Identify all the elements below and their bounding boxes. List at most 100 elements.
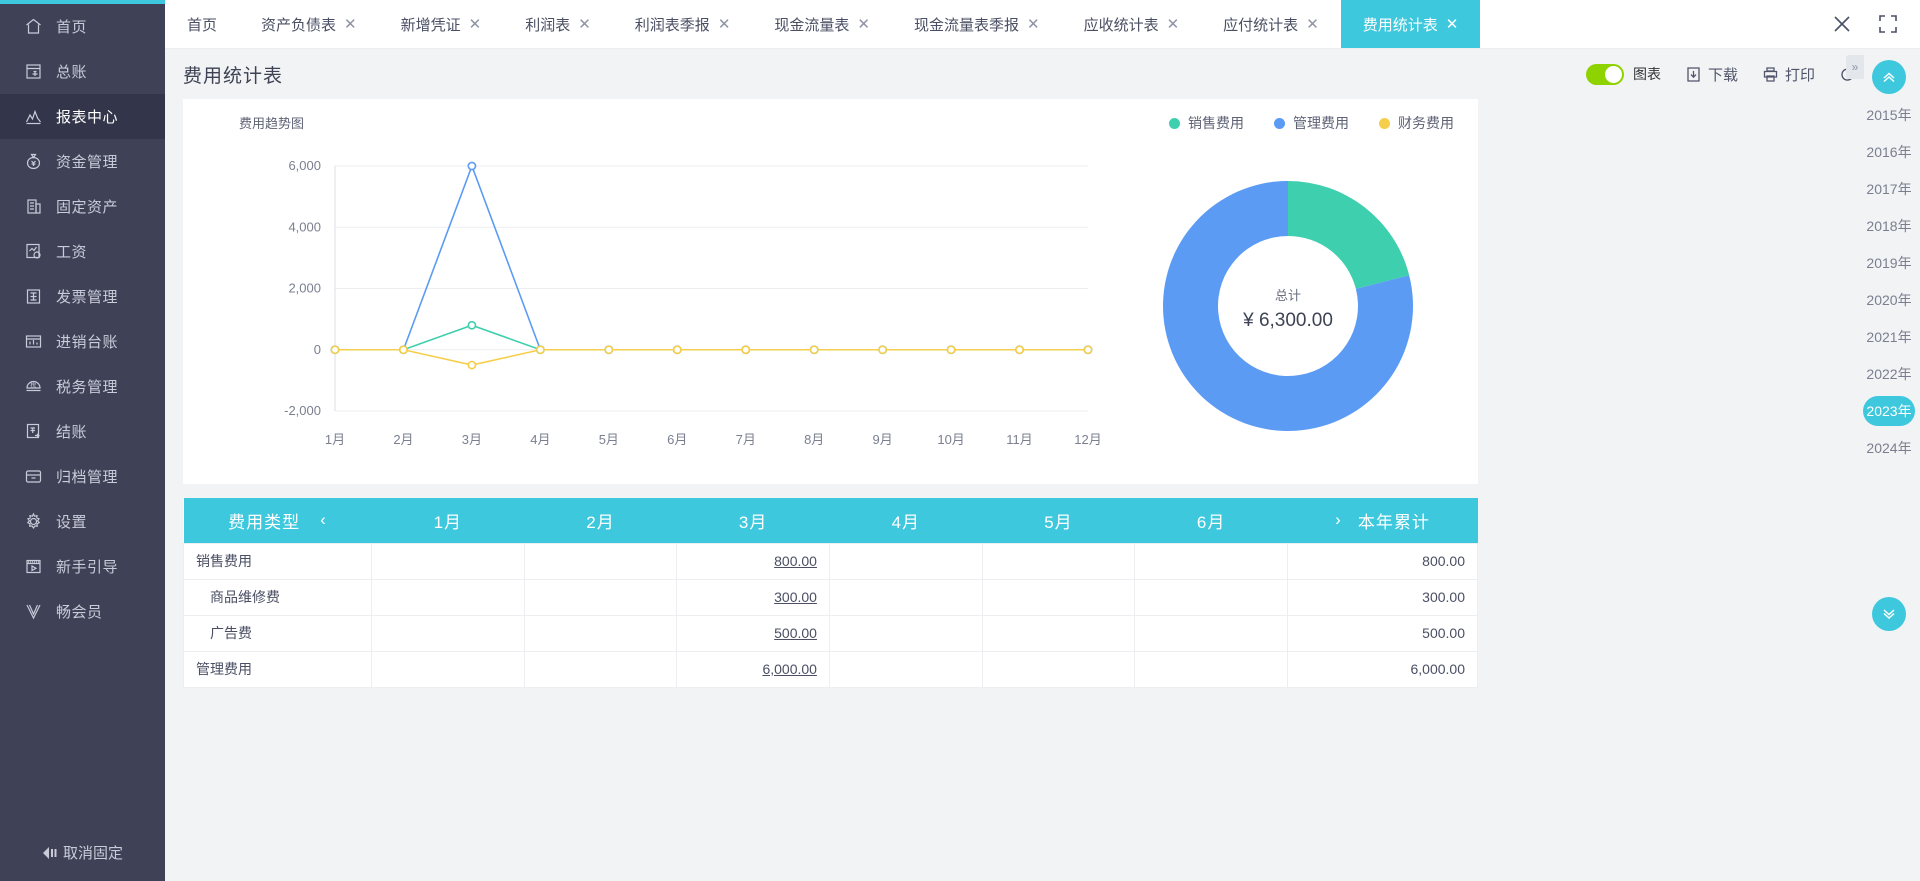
sidebar-item-2[interactable]: 报表中心 xyxy=(0,94,165,139)
year-item-2024年[interactable]: 2024年 xyxy=(1866,440,1912,456)
tab-8[interactable]: 应付统计表 ✕ xyxy=(1201,0,1341,48)
tab-6[interactable]: 现金流量表季报 ✕ xyxy=(892,0,1062,48)
year-item-2019年[interactable]: 2019年 xyxy=(1866,255,1912,271)
donut-slice-0[interactable] xyxy=(1288,181,1410,289)
sidebar-item-7[interactable]: 进销台账 xyxy=(0,319,165,364)
year-panel-collapse-button[interactable]: » xyxy=(1846,55,1864,79)
data-point[interactable] xyxy=(672,345,682,355)
cell-link[interactable]: 500.00 xyxy=(774,625,817,641)
legend-item-2[interactable]: 财务费用 xyxy=(1379,113,1454,133)
tab-0[interactable]: 首页 xyxy=(165,0,239,48)
data-point[interactable] xyxy=(467,360,477,370)
sidebar-item-label: 畅会员 xyxy=(56,604,103,621)
data-point[interactable] xyxy=(1083,345,1093,355)
cell-link[interactable]: 300.00 xyxy=(774,589,817,605)
cell-link[interactable]: 800.00 xyxy=(774,553,817,569)
data-point[interactable] xyxy=(604,345,614,355)
tab-close-icon[interactable]: ✕ xyxy=(1027,15,1040,33)
download-button[interactable]: 下载 xyxy=(1685,64,1738,85)
data-point[interactable] xyxy=(467,161,477,171)
data-point[interactable] xyxy=(399,345,408,355)
sidebar-item-11[interactable]: 设置 xyxy=(0,499,165,544)
data-point[interactable] xyxy=(535,345,545,355)
invoice-icon xyxy=(24,287,43,306)
x-tick-label: 4月 xyxy=(530,432,550,447)
year-scroll-up-button[interactable] xyxy=(1872,60,1906,94)
tab-close-icon[interactable]: ✕ xyxy=(1166,15,1180,33)
tab-close-icon[interactable]: ✕ xyxy=(717,15,731,33)
tab-7[interactable]: 应收统计表 ✕ xyxy=(1062,0,1202,48)
tab-5[interactable]: 现金流量表 ✕ xyxy=(752,0,892,48)
legend-color-dot xyxy=(1169,117,1180,129)
sidebar-item-6[interactable]: 发票管理 xyxy=(0,274,165,319)
year-item-2016年[interactable]: 2016年 xyxy=(1866,144,1912,160)
sidebar-item-4[interactable]: 固定资产 xyxy=(0,184,165,229)
year-item-2022年[interactable]: 2022年 xyxy=(1866,366,1912,382)
donut-slice-1[interactable] xyxy=(1163,181,1413,431)
legend-item-1[interactable]: 管理费用 xyxy=(1274,113,1349,133)
tab-2[interactable]: 新增凭证 ✕ xyxy=(379,0,504,48)
tab-1[interactable]: 资产负债表 ✕ xyxy=(239,0,379,48)
sidebar-collapse-button[interactable]: 取消固定 xyxy=(0,842,165,863)
main-area: 首页 资产负债表 ✕ 新增凭证 ✕ 利润表 ✕ 利润表季报 ✕ 现金流量表 ✕ 现金流量表季报 ✕ 应收统… xyxy=(165,0,1920,881)
fullscreen-icon[interactable] xyxy=(1878,14,1898,34)
sidebar-item-label: 资金管理 xyxy=(56,154,119,171)
tab-close-icon[interactable]: ✕ xyxy=(344,15,357,33)
sidebar-item-12[interactable]: 新手引导 xyxy=(0,544,165,589)
cell-link[interactable]: 6,000.00 xyxy=(762,661,817,677)
row-cell-2[interactable]: 300.00 xyxy=(676,578,830,616)
data-point[interactable] xyxy=(330,345,340,355)
chart-toggle-label: 图表 xyxy=(1632,66,1661,82)
year-scroll-down-button[interactable] xyxy=(1872,597,1906,631)
sidebar-item-label: 报表中心 xyxy=(56,109,119,126)
sidebar-item-1[interactable]: 总账 xyxy=(0,49,165,94)
row-cell-2[interactable]: 6,000.00 xyxy=(676,650,830,688)
download-icon xyxy=(1687,66,1700,82)
tab-label: 费用统计表 xyxy=(1362,16,1438,34)
data-point[interactable] xyxy=(809,345,819,355)
row-cell-2[interactable]: 800.00 xyxy=(676,542,830,580)
data-point[interactable] xyxy=(467,320,477,330)
y-tick-label: 0 xyxy=(314,342,321,357)
year-item-2017年[interactable]: 2017年 xyxy=(1866,181,1912,197)
next-month-button[interactable]: › xyxy=(1335,510,1342,530)
data-point[interactable] xyxy=(1015,345,1024,355)
gear-icon xyxy=(24,512,43,531)
col-year-total: › 本年累计 xyxy=(1287,498,1478,543)
prev-month-button[interactable]: ‹ xyxy=(320,510,327,530)
tab-close-icon[interactable]: ✕ xyxy=(578,15,591,33)
sidebar-item-0[interactable]: 首页 xyxy=(0,4,165,49)
sidebar-item-label: 工资 xyxy=(56,244,88,261)
close-icon[interactable] xyxy=(1832,14,1852,34)
page-header: 费用统计表 图表 下载 xyxy=(165,49,1920,99)
data-point[interactable] xyxy=(878,345,888,355)
sidebar-item-10[interactable]: 归档管理 xyxy=(0,454,165,499)
tab-3[interactable]: 利润表 ✕ xyxy=(503,0,613,48)
tab-bar: 首页 资产负债表 ✕ 新增凭证 ✕ 利润表 ✕ 利润表季报 ✕ 现金流量表 ✕ 现金流量表季报 ✕ 应收统… xyxy=(165,0,1920,49)
year-item-2021年[interactable]: 2021年 xyxy=(1866,329,1912,345)
year-item-2020年[interactable]: 2020年 xyxy=(1866,292,1912,308)
chart-toggle-switch[interactable] xyxy=(1585,63,1624,85)
data-point[interactable] xyxy=(946,345,956,355)
sidebar-item-9[interactable]: 结账 xyxy=(0,409,165,454)
tab-close-icon[interactable]: ✕ xyxy=(1445,15,1459,33)
data-point[interactable] xyxy=(741,345,751,355)
tab-close-icon[interactable]: ✕ xyxy=(468,15,482,33)
sidebar-item-5[interactable]: 工资 xyxy=(0,229,165,274)
tab-close-icon[interactable]: ✕ xyxy=(1306,15,1319,33)
row-cell-2[interactable]: 500.00 xyxy=(676,614,830,652)
sidebar-item-3[interactable]: 资金管理 xyxy=(0,139,165,184)
sidebar-item-13[interactable]: 畅会员 xyxy=(0,589,165,634)
year-item-2018年[interactable]: 2018年 xyxy=(1866,218,1912,234)
legend-item-0[interactable]: 销售费用 xyxy=(1169,113,1244,133)
tab-9[interactable]: 费用统计表 ✕ xyxy=(1340,0,1481,48)
year-item-2015年[interactable]: 2015年 xyxy=(1866,107,1912,123)
row-total: 6,000.00 xyxy=(1287,650,1478,688)
tab-close-icon[interactable]: ✕ xyxy=(857,15,870,33)
chart-toggle[interactable]: 图表 xyxy=(1585,63,1661,85)
year-item-2023年[interactable]: 2023年 xyxy=(1863,396,1915,426)
y-tick-label: -2,000 xyxy=(284,403,321,418)
print-button[interactable]: 打印 xyxy=(1762,64,1815,85)
sidebar-item-8[interactable]: 税 税务管理 xyxy=(0,364,165,409)
tab-4[interactable]: 利润表季报 ✕ xyxy=(613,0,753,48)
